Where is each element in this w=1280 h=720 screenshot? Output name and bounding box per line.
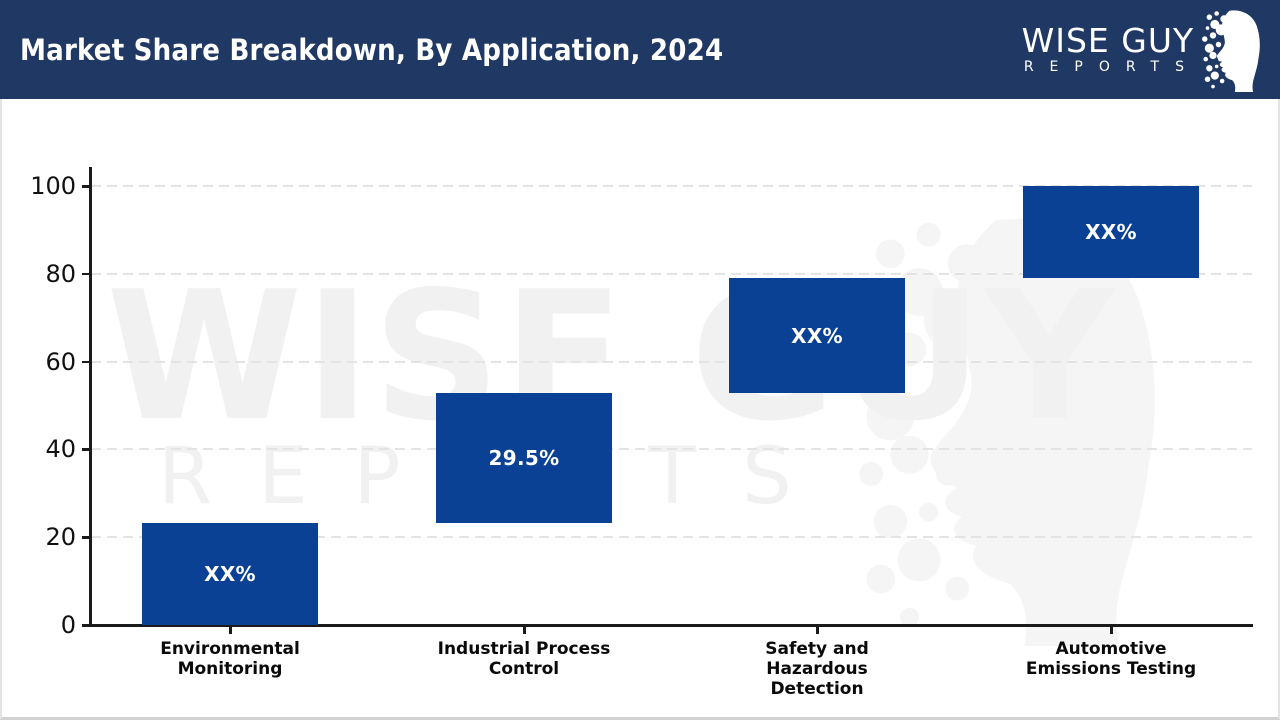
- bar-value-label: XX%: [1085, 220, 1137, 245]
- bar-value-label: XX%: [791, 323, 843, 348]
- x-tick: [523, 627, 526, 634]
- x-axis-line: [89, 624, 1253, 627]
- y-tick-60: [82, 360, 89, 364]
- y-tick-label: 40: [45, 435, 76, 464]
- y-tick-40: [82, 448, 89, 451]
- y-tick-20: [82, 536, 89, 539]
- y-tick-label: 60: [45, 347, 76, 376]
- category-label: Industrial Process Control: [437, 639, 611, 679]
- category-label: Environmental Monitoring: [160, 639, 300, 679]
- waterfall-bar: XX%: [1023, 186, 1199, 279]
- x-tick: [816, 627, 819, 634]
- waterfall-bar: 29.5%: [436, 393, 612, 523]
- logo-text: WISE GUY REPORTS: [1016, 20, 1200, 75]
- gridline-40: [91, 448, 1252, 451]
- y-tick-80: [82, 272, 89, 276]
- gridline-80: [91, 272, 1252, 275]
- y-tick-label: 80: [45, 259, 76, 288]
- y-tick-100: [82, 185, 89, 188]
- x-tick: [1110, 627, 1113, 634]
- page-title: Market Share Breakdown, By Application, …: [20, 32, 724, 67]
- y-tick-label: 100: [30, 172, 76, 200]
- wiseguy-logo: WISE GUY REPORTS: [1016, 8, 1266, 92]
- header: Market Share Breakdown, By Application, …: [0, 0, 1280, 99]
- bar-value-label: XX%: [204, 561, 256, 586]
- gridline-60: [91, 360, 1252, 363]
- category-label: Safety and Hazardous Detection: [765, 639, 869, 699]
- logo-subtitle: REPORTS: [1023, 58, 1200, 75]
- y-tick-label: 0: [60, 611, 76, 639]
- logo-wordmark: WISE GUY: [1021, 20, 1195, 60]
- gridline-20: [91, 536, 1252, 539]
- waterfall-bar: XX%: [142, 522, 318, 625]
- y-tick-label: 20: [45, 523, 76, 552]
- category-label: Automotive Emissions Testing: [1025, 639, 1197, 679]
- bar-value-label: 29.5%: [488, 445, 560, 470]
- x-tick: [229, 627, 232, 634]
- waterfall-bar: XX%: [729, 278, 905, 394]
- y-axis-line: [89, 167, 92, 625]
- y-tick-0: [82, 624, 89, 627]
- gridline-100: [91, 185, 1252, 187]
- logo-face-icon: [1202, 9, 1260, 92]
